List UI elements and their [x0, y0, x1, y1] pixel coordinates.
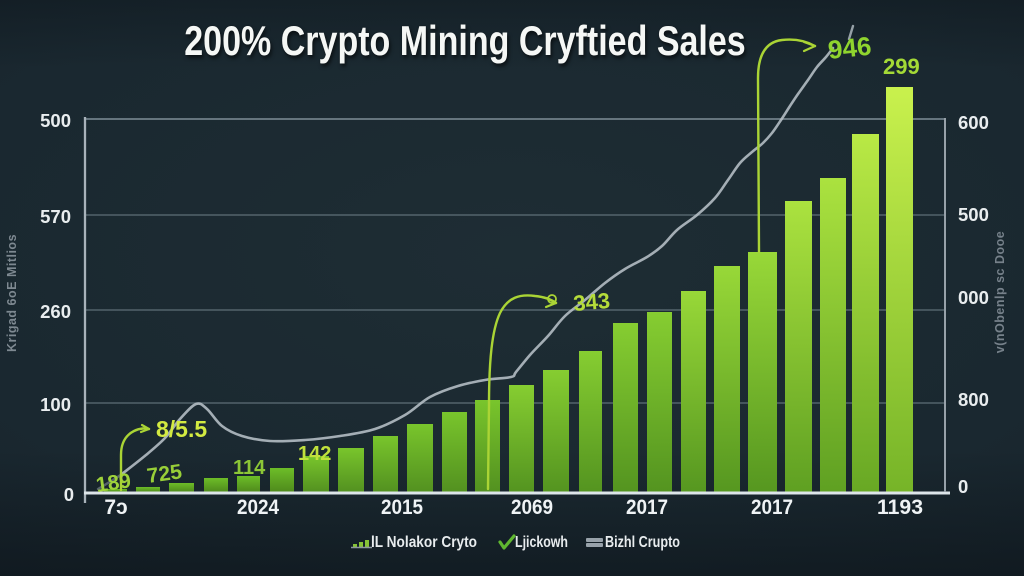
svg-text:Krigad 6oE Mitlios: Krigad 6oE Mitlios [5, 234, 19, 352]
svg-text:v(nObenlp sc Dooe: v(nObenlp sc Dooe [993, 231, 1007, 353]
svg-text:260: 260 [40, 301, 71, 322]
svg-text:800: 800 [958, 389, 989, 410]
svg-text:725: 725 [145, 460, 183, 488]
svg-text:500: 500 [958, 204, 989, 225]
svg-text:114: 114 [233, 457, 266, 479]
svg-text:8/5.5: 8/5.5 [156, 416, 207, 442]
svg-text:600: 600 [958, 112, 989, 133]
svg-text:189: 189 [94, 469, 132, 497]
svg-text:0: 0 [64, 484, 74, 505]
svg-text:142: 142 [298, 443, 331, 465]
svg-text:lL Nolakor Cryto: lL Nolakor Cryto [371, 534, 477, 551]
svg-text:2024: 2024 [237, 496, 279, 519]
svg-text:2017: 2017 [626, 496, 668, 519]
svg-text:2015: 2015 [381, 496, 423, 519]
svg-text:000: 000 [958, 287, 989, 308]
svg-text:2069: 2069 [511, 496, 553, 519]
svg-text:946: 946 [826, 31, 872, 65]
svg-text:0: 0 [958, 476, 968, 497]
svg-text:299: 299 [883, 54, 920, 79]
svg-text:570: 570 [40, 206, 71, 227]
svg-text:100: 100 [40, 394, 71, 415]
svg-text:2017: 2017 [751, 496, 793, 519]
svg-text:500: 500 [40, 110, 71, 131]
svg-text:Ljickowh: Ljickowh [515, 534, 568, 551]
svg-text:7ɔ: 7ɔ [104, 496, 127, 519]
svg-text:343: 343 [572, 288, 611, 316]
svg-text:1193: 1193 [877, 496, 923, 519]
svg-text:Bizhl Crupto: Bizhl Crupto [605, 534, 680, 551]
